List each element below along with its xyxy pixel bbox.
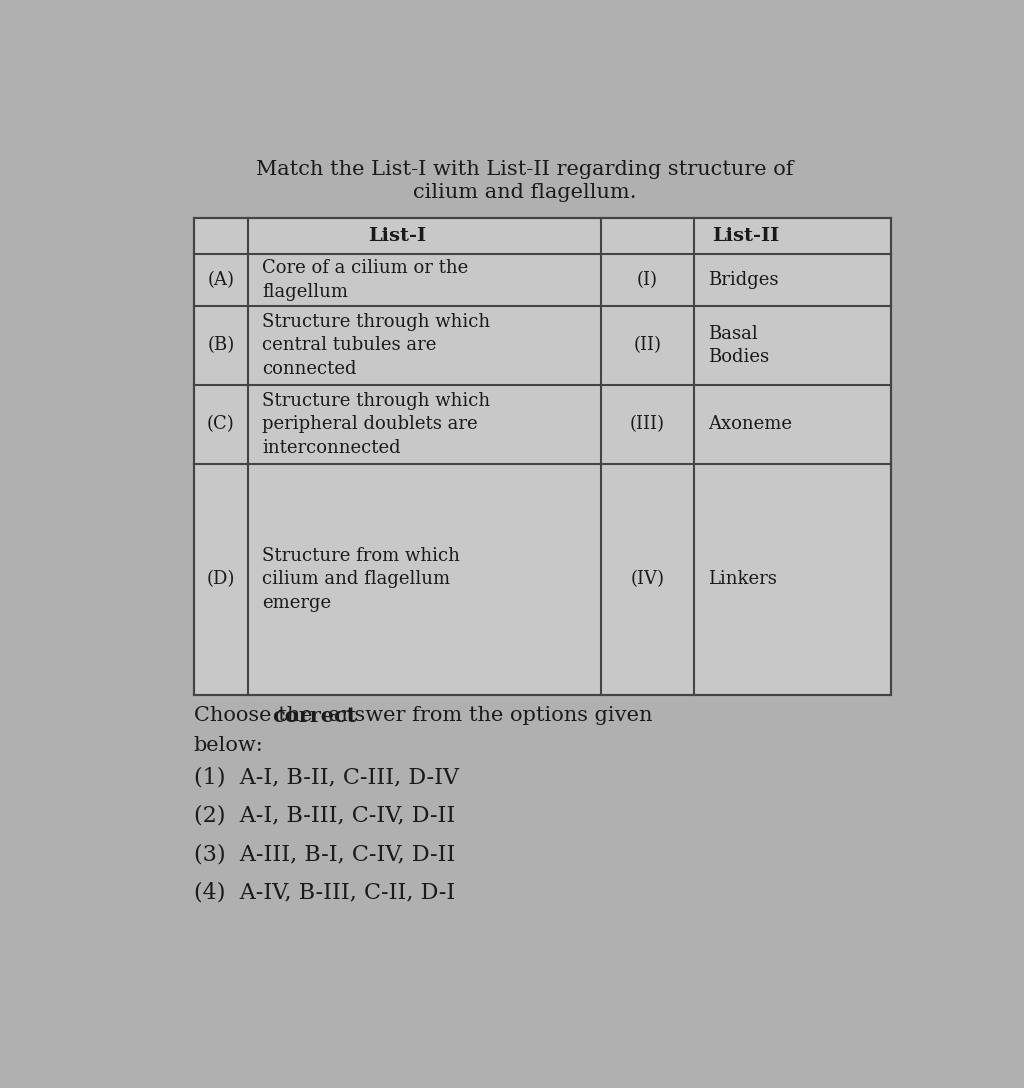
Text: (D): (D): [207, 570, 236, 589]
Text: Choose the: Choose the: [194, 706, 319, 726]
Text: List-II: List-II: [713, 226, 779, 245]
Text: (1)  A-I, B-II, C-III, D-IV: (1) A-I, B-II, C-III, D-IV: [194, 766, 459, 789]
Text: (IV): (IV): [630, 570, 665, 589]
Text: (II): (II): [633, 336, 662, 355]
Text: (A): (A): [208, 271, 234, 289]
Text: (B): (B): [208, 336, 234, 355]
FancyBboxPatch shape: [194, 218, 891, 695]
Text: (4)  A-IV, B-III, C-II, D-I: (4) A-IV, B-III, C-II, D-I: [194, 882, 455, 904]
Text: Match the List-I with List-II regarding structure of: Match the List-I with List-II regarding …: [256, 160, 794, 178]
Text: Structure from which
cilium and flagellum
emerge: Structure from which cilium and flagellu…: [262, 547, 460, 613]
Text: below:: below:: [194, 735, 263, 754]
Text: Basal
Bodies: Basal Bodies: [708, 324, 769, 367]
Text: Core of a cilium or the
flagellum: Core of a cilium or the flagellum: [262, 259, 468, 300]
Text: Structure through which
central tubules are
connected: Structure through which central tubules …: [262, 312, 490, 378]
Text: (III): (III): [630, 416, 665, 433]
Text: List-I: List-I: [369, 226, 426, 245]
Text: Axoneme: Axoneme: [708, 416, 792, 433]
Text: (2)  A-I, B-III, C-IV, D-II: (2) A-I, B-III, C-IV, D-II: [194, 805, 455, 827]
Text: Linkers: Linkers: [708, 570, 776, 589]
Text: (3)  A-III, B-I, C-IV, D-II: (3) A-III, B-I, C-IV, D-II: [194, 843, 456, 865]
Text: cilium and flagellum.: cilium and flagellum.: [413, 183, 637, 201]
Text: correct: correct: [272, 706, 356, 726]
Text: answer from the options given: answer from the options given: [323, 706, 652, 726]
Text: Bridges: Bridges: [708, 271, 778, 289]
Text: (C): (C): [207, 416, 234, 433]
Text: Structure through which
peripheral doublets are
interconnected: Structure through which peripheral doubl…: [262, 392, 490, 457]
Text: (I): (I): [637, 271, 657, 289]
